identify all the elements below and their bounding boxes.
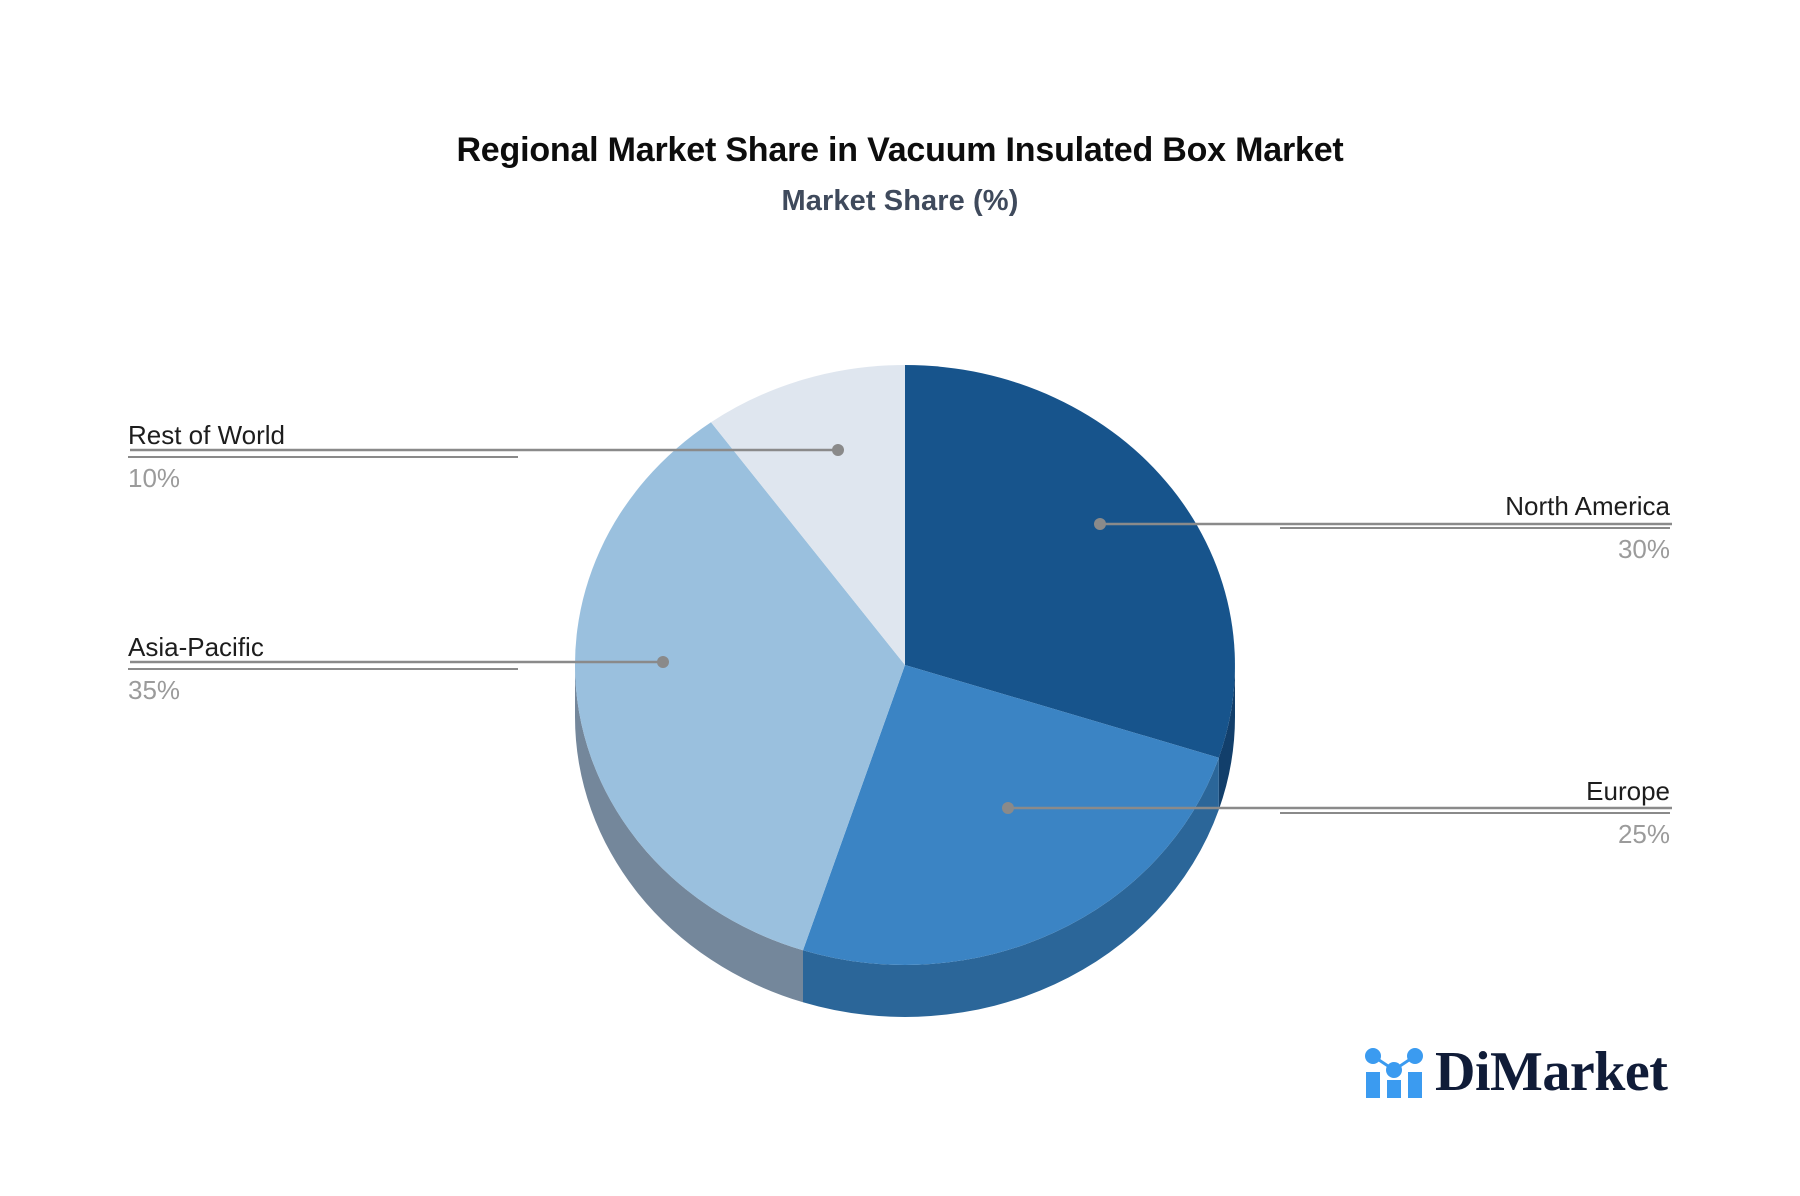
brand-logo[interactable]: DiMarket	[1363, 1041, 1668, 1103]
callout-asia-pacific[interactable]: Asia-Pacific 35%	[128, 630, 518, 707]
logo-wordmark: DiMarket	[1435, 1041, 1668, 1103]
pie-depth-walls	[575, 665, 1235, 1017]
pie-slice-north-america[interactable]	[905, 365, 1235, 758]
chart-subtitle: Market Share (%)	[781, 185, 1019, 217]
callout-value-north-america: 30%	[1617, 534, 1670, 564]
leader-dot-europe	[1002, 802, 1014, 814]
callout-value-europe: 25%	[1617, 819, 1670, 849]
pie-leader-lines	[130, 444, 1672, 814]
pie-wall-north-america	[1218, 665, 1235, 810]
pie-slice-rest-of-world[interactable]	[711, 365, 905, 665]
leader-dot-north-america	[1094, 518, 1106, 530]
callout-rule-rest-of-world	[128, 456, 518, 458]
callout-value-asia-pacific: 35%	[128, 675, 181, 705]
callout-rest-of-world[interactable]: Rest of World 10%	[128, 418, 518, 495]
leader-dot-rest-of-world	[832, 444, 844, 456]
pie-slices	[574, 365, 1235, 965]
pie-slice-asia-pacific[interactable]	[574, 422, 905, 951]
callout-rule-europe	[1280, 812, 1670, 814]
callout-rule-asia-pacific	[128, 668, 518, 670]
callout-value-rest-of-world: 10%	[128, 463, 181, 493]
callout-rule-north-america	[1280, 527, 1670, 529]
pie-wall-asia-pacific	[575, 665, 803, 1003]
callout-label-rest-of-world: Rest of World	[128, 420, 286, 450]
callout-label-europe: Europe	[1586, 776, 1670, 806]
callout-europe[interactable]: Europe 25%	[1280, 774, 1670, 851]
leader-dot-asia-pacific	[657, 656, 669, 668]
callout-north-america[interactable]: North America 30%	[1280, 489, 1670, 566]
pie-slice-europe[interactable]	[803, 665, 1219, 965]
page-title: Regional Market Share in Vacuum Insulate…	[456, 131, 1344, 169]
callout-label-north-america: North America	[1505, 491, 1670, 521]
callout-label-asia-pacific: Asia-Pacific	[128, 632, 264, 662]
bar-chart-icon	[1365, 1048, 1423, 1098]
pie-wall-europe	[803, 757, 1219, 1017]
